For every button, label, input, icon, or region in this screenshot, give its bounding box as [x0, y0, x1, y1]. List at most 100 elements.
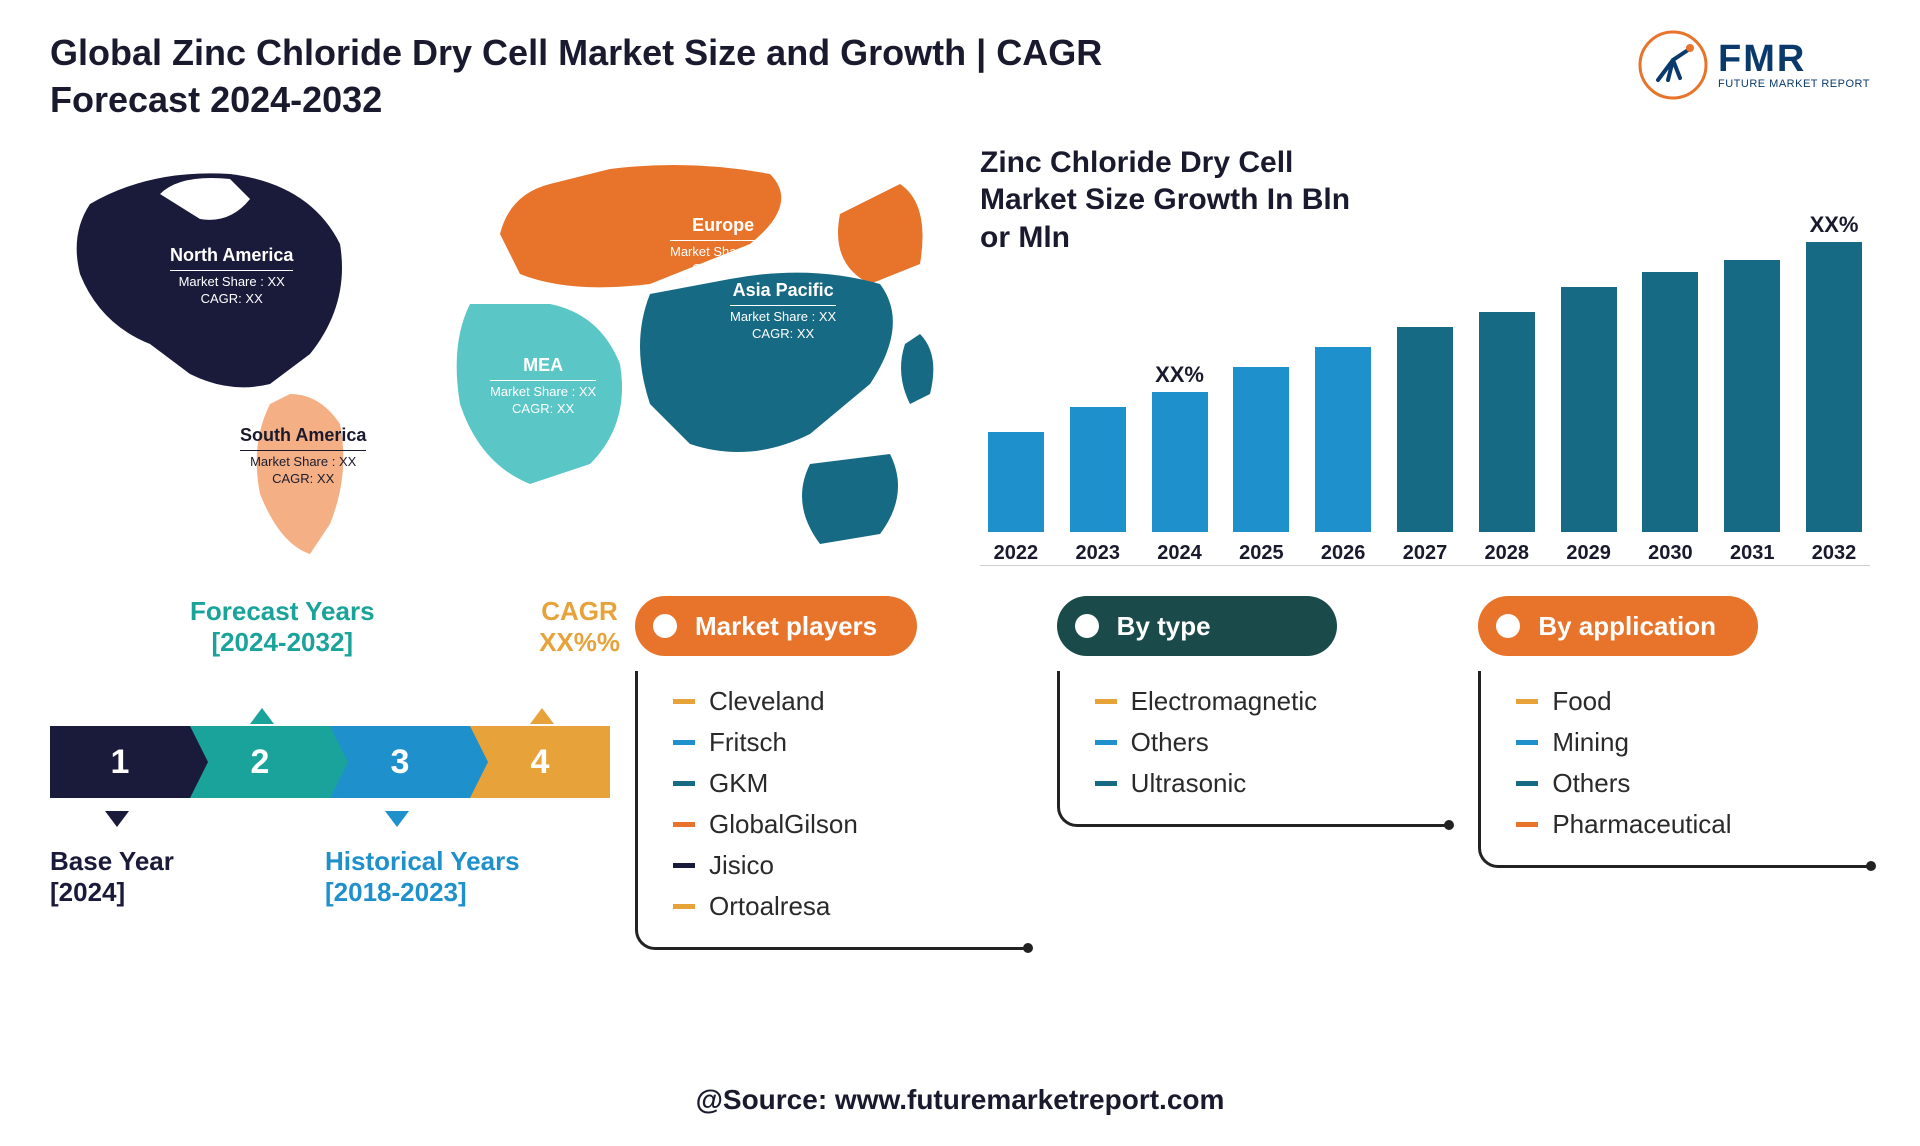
arrow-up-icon [530, 708, 554, 724]
category-pill: Market players [635, 596, 917, 656]
category-item-label: Pharmaceutical [1552, 809, 1731, 840]
bar-chart: Zinc Chloride Dry Cell Market Size Growt… [980, 144, 1870, 567]
region-label: Asia PacificMarket Share : XXCAGR: XX [730, 279, 836, 343]
bar [1397, 327, 1453, 532]
bar-year-label: 2031 [1730, 542, 1775, 565]
bar-year-label: 2029 [1566, 542, 1611, 565]
bullet-icon [673, 781, 695, 786]
bar-group: 2027 [1389, 327, 1461, 565]
category-list: Food Mining Others Pharmaceutical [1478, 671, 1870, 868]
category-item-label: GlobalGilson [709, 809, 858, 840]
world-map: North AmericaMarket Share : XXCAGR: XX So… [50, 144, 950, 564]
category-item: Mining [1516, 722, 1850, 763]
category-pill: By type [1057, 596, 1337, 656]
bullet-icon [1095, 740, 1117, 745]
bar-group: XX% 2032 [1798, 242, 1870, 565]
bullet-icon [1095, 699, 1117, 704]
bar-year-label: 2022 [994, 542, 1039, 565]
bar-year-label: 2025 [1239, 542, 1284, 565]
category-item-label: Cleveland [709, 686, 825, 717]
bar-group: 2028 [1471, 312, 1543, 565]
bullet-icon [673, 863, 695, 868]
category-item: GKM [673, 763, 1007, 804]
bar [1642, 272, 1698, 532]
category-section: Market players Cleveland Fritsch GKM GlobalG… [635, 596, 1027, 950]
category-list: Electromagnetic Others Ultrasonic [1057, 671, 1449, 827]
bar [1724, 260, 1780, 532]
category-item-label: Ultrasonic [1131, 768, 1247, 799]
bar-group: 2030 [1635, 272, 1707, 565]
region-label: South AmericaMarket Share : XXCAGR: XX [240, 424, 366, 488]
category-item: Food [1516, 681, 1850, 722]
bar-group: 2026 [1307, 347, 1379, 565]
forecast-label: Forecast Years [2024-2032] [190, 596, 375, 658]
bar-year-label: 2024 [1157, 542, 1202, 565]
header: Global Zinc Chloride Dry Cell Market Siz… [50, 30, 1870, 124]
category-item: Others [1516, 763, 1850, 804]
base-year-label: Base Year [2024] [50, 846, 174, 908]
category-pill: By application [1478, 596, 1758, 656]
category-item-label: Mining [1552, 727, 1629, 758]
category-list: Cleveland Fritsch GKM GlobalGilson Jisico Ort… [635, 671, 1027, 950]
bullet-icon [673, 904, 695, 909]
arrow-up-icon [250, 708, 274, 724]
timeline: Forecast Years [2024-2032] CAGR XX%% 123… [50, 596, 610, 950]
chart-title: Zinc Chloride Dry Cell Market Size Growt… [980, 144, 1380, 257]
bar-year-label: 2027 [1403, 542, 1448, 565]
category-section: By type Electromagnetic Others Ultrasonic [1057, 596, 1449, 950]
cagr-label: CAGR XX%% [539, 596, 620, 658]
bullet-icon [1516, 822, 1538, 827]
logo-text-sub: FUTURE MARKET REPORT [1718, 78, 1870, 90]
bar-group: XX% 2024 [1144, 392, 1216, 565]
category-item-label: GKM [709, 768, 768, 799]
bar-year-label: 2032 [1812, 542, 1857, 565]
bar: XX% [1806, 242, 1862, 532]
region-label: MEAMarket Share : XXCAGR: XX [490, 354, 596, 418]
bar [1070, 407, 1126, 532]
bar-year-label: 2030 [1648, 542, 1693, 565]
bar: XX% [1152, 392, 1208, 532]
category-item: Ortoalresa [673, 886, 1007, 927]
telescope-icon [1638, 30, 1708, 100]
bullet-icon [673, 699, 695, 704]
bar-group: 2031 [1716, 260, 1788, 565]
bar-group: 2022 [980, 432, 1052, 565]
bar-year-label: 2023 [1075, 542, 1120, 565]
bar-year-label: 2026 [1321, 542, 1366, 565]
category-item: Others [1095, 722, 1429, 763]
category-item-label: Others [1552, 768, 1630, 799]
region-label: North AmericaMarket Share : XXCAGR: XX [170, 244, 293, 308]
category-item: Cleveland [673, 681, 1007, 722]
timeline-segment: 2 [190, 726, 330, 798]
bullet-icon [1095, 781, 1117, 786]
category-item-label: Electromagnetic [1131, 686, 1317, 717]
category-item: Ultrasonic [1095, 763, 1429, 804]
category-item-label: Food [1552, 686, 1611, 717]
bar [1233, 367, 1289, 532]
bar [988, 432, 1044, 532]
category-item-label: Others [1131, 727, 1209, 758]
category-section: By application Food Mining Others Pharmaceut… [1478, 596, 1870, 950]
category-item-label: Fritsch [709, 727, 787, 758]
category-item-label: Jisico [709, 850, 774, 881]
bullet-icon [1516, 781, 1538, 786]
percent-label: XX% [1810, 212, 1859, 238]
bullet-icon [1516, 740, 1538, 745]
bar-group: 2023 [1062, 407, 1134, 565]
category-item: GlobalGilson [673, 804, 1007, 845]
bar-group: 2025 [1225, 367, 1297, 565]
logo-text-main: FMR [1718, 40, 1870, 78]
bar-group: 2029 [1553, 287, 1625, 565]
category-item-label: Ortoalresa [709, 891, 830, 922]
category-item: Jisico [673, 845, 1007, 886]
bar-year-label: 2028 [1485, 542, 1530, 565]
page-title: Global Zinc Chloride Dry Cell Market Siz… [50, 30, 1250, 124]
category-item: Fritsch [673, 722, 1007, 763]
timeline-segment: 4 [470, 726, 610, 798]
category-item: Pharmaceutical [1516, 804, 1850, 845]
arrow-down-icon [385, 811, 409, 827]
region-label: EuropeMarket Share : XXCAGR: XX [670, 214, 776, 278]
timeline-segment: 3 [330, 726, 470, 798]
category-item: Electromagnetic [1095, 681, 1429, 722]
bar [1315, 347, 1371, 532]
